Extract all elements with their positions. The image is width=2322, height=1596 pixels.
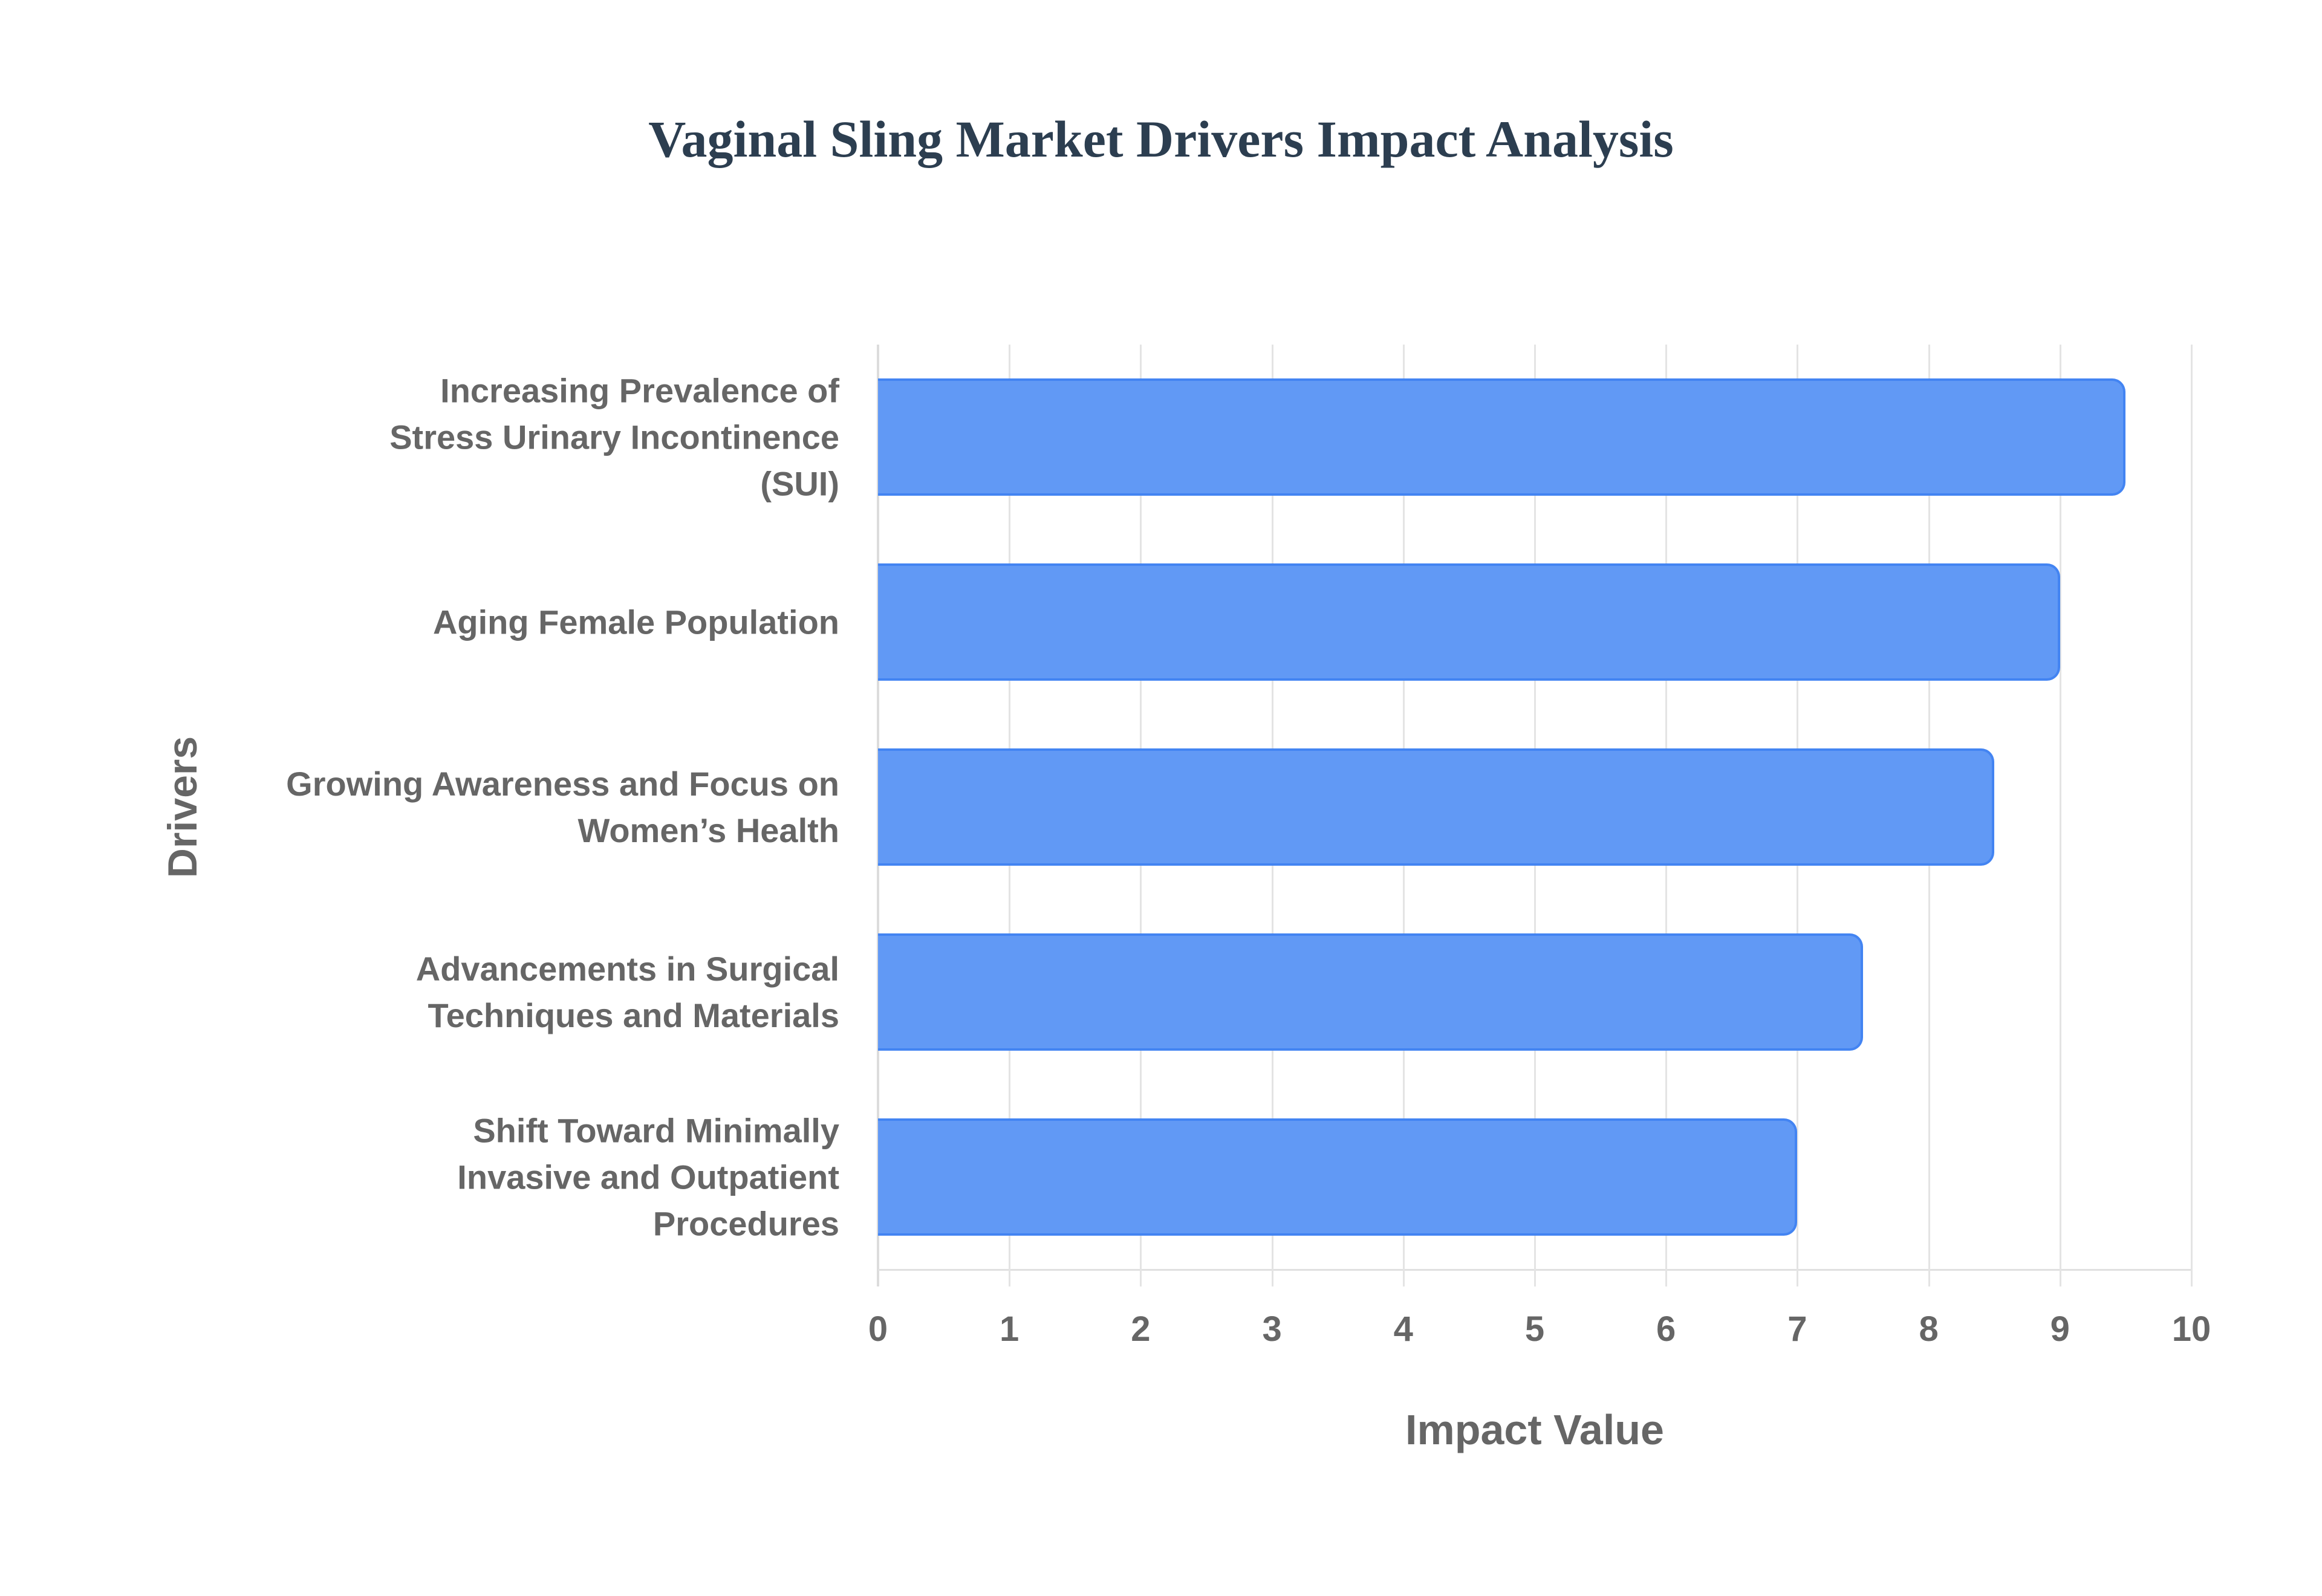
x-tick-label: 5 [1524,1309,1545,1349]
x-axis-title: Impact Value [1405,1406,1664,1453]
y-category-label-line: Techniques and Materials [428,996,839,1034]
y-category-label-line: Increasing Prevalence of [440,371,839,410]
x-tick-label: 7 [1787,1309,1807,1349]
x-tick-label: 4 [1393,1309,1413,1349]
x-tick-label: 9 [2050,1309,2070,1349]
bar[interactable] [878,1118,1798,1236]
y-category-label: Growing Awareness and Focus on Women’s He… [144,761,839,854]
y-category-label: Advancements in Surgical Techniques and M… [144,946,839,1039]
bar[interactable] [878,748,1995,866]
x-tick-label: 8 [1919,1309,1939,1349]
gridline [2191,345,2193,1286]
x-tick-label: 2 [1131,1309,1151,1349]
y-category-label: Shift Toward Minimally Invasive and Outpa… [144,1108,839,1247]
y-category-label-line: Invasive and Outpatient [457,1158,839,1196]
y-category-label: Aging Female Population [144,599,839,646]
bar[interactable] [878,563,2060,681]
plot-area: 0 1 2 3 4 5 6 7 8 9 10 [868,345,2211,1349]
bar[interactable] [878,933,1863,1051]
y-category-label-line: Women’s Health [577,811,839,849]
x-tick-label: 10 [2171,1309,2211,1349]
x-tick-label: 6 [1656,1309,1676,1349]
y-category-label-line: Aging Female Population [432,603,839,641]
y-category-label-line: Growing Awareness and Focus on [286,765,839,803]
bar[interactable] [878,378,2126,496]
y-category-label-line: Stress Urinary Incontinence [389,418,839,456]
gridline [2059,345,2061,1286]
x-tick-label: 0 [868,1309,888,1349]
y-category-label-line: (SUI) [760,464,839,503]
y-category-label-line: Advancements in Surgical [415,950,839,988]
x-tick-label: 1 [1000,1309,1020,1349]
y-category-label-line: Shift Toward Minimally [473,1111,839,1150]
x-tick-label: 3 [1262,1309,1282,1349]
chart-title: Vaginal Sling Market Drivers Impact Anal… [648,110,1674,168]
y-category-label: Increasing Prevalence of Stress Urinary I… [144,368,839,507]
y-category-label-line: Procedures [652,1204,839,1243]
